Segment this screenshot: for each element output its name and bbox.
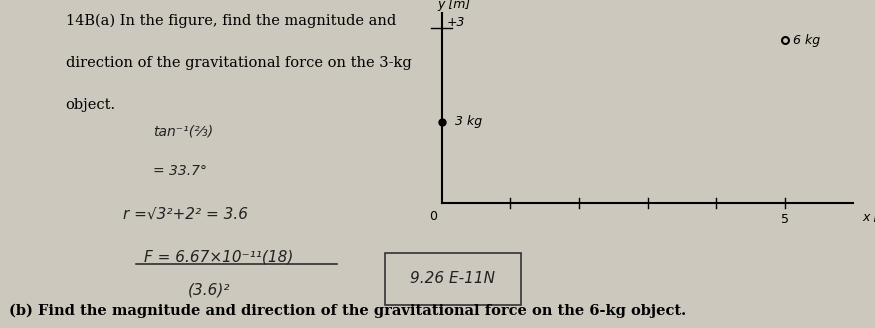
Text: direction of the gravitational force on the 3-kg: direction of the gravitational force on … [66,56,411,70]
Bar [385,253,521,305]
Text: 6 kg: 6 kg [794,34,821,47]
Text: y [m]: y [m] [438,0,471,11]
Text: = 33.7°: = 33.7° [153,164,207,178]
Text: F = 6.67×10⁻¹¹(18): F = 6.67×10⁻¹¹(18) [144,249,294,264]
Text: (b) Find the magnitude and direction of the gravitational force on the 6-kg obje: (b) Find the magnitude and direction of … [9,304,686,318]
Text: x [m]: x [m] [862,210,875,223]
Text: 0: 0 [430,210,438,223]
Text: 14B(a) In the figure, find the magnitude and: 14B(a) In the figure, find the magnitude… [66,13,396,28]
Text: 5: 5 [780,213,788,226]
Text: 9.26 E-11N: 9.26 E-11N [410,271,495,286]
Text: +3: +3 [446,16,465,30]
Text: tan⁻¹(²⁄₃): tan⁻¹(²⁄₃) [153,125,214,139]
Text: object.: object. [66,98,116,113]
Text: r =√3²+2² = 3.6: r =√3²+2² = 3.6 [123,207,248,222]
Text: (3.6)²: (3.6)² [188,282,231,297]
Text: 3 kg: 3 kg [455,115,482,128]
